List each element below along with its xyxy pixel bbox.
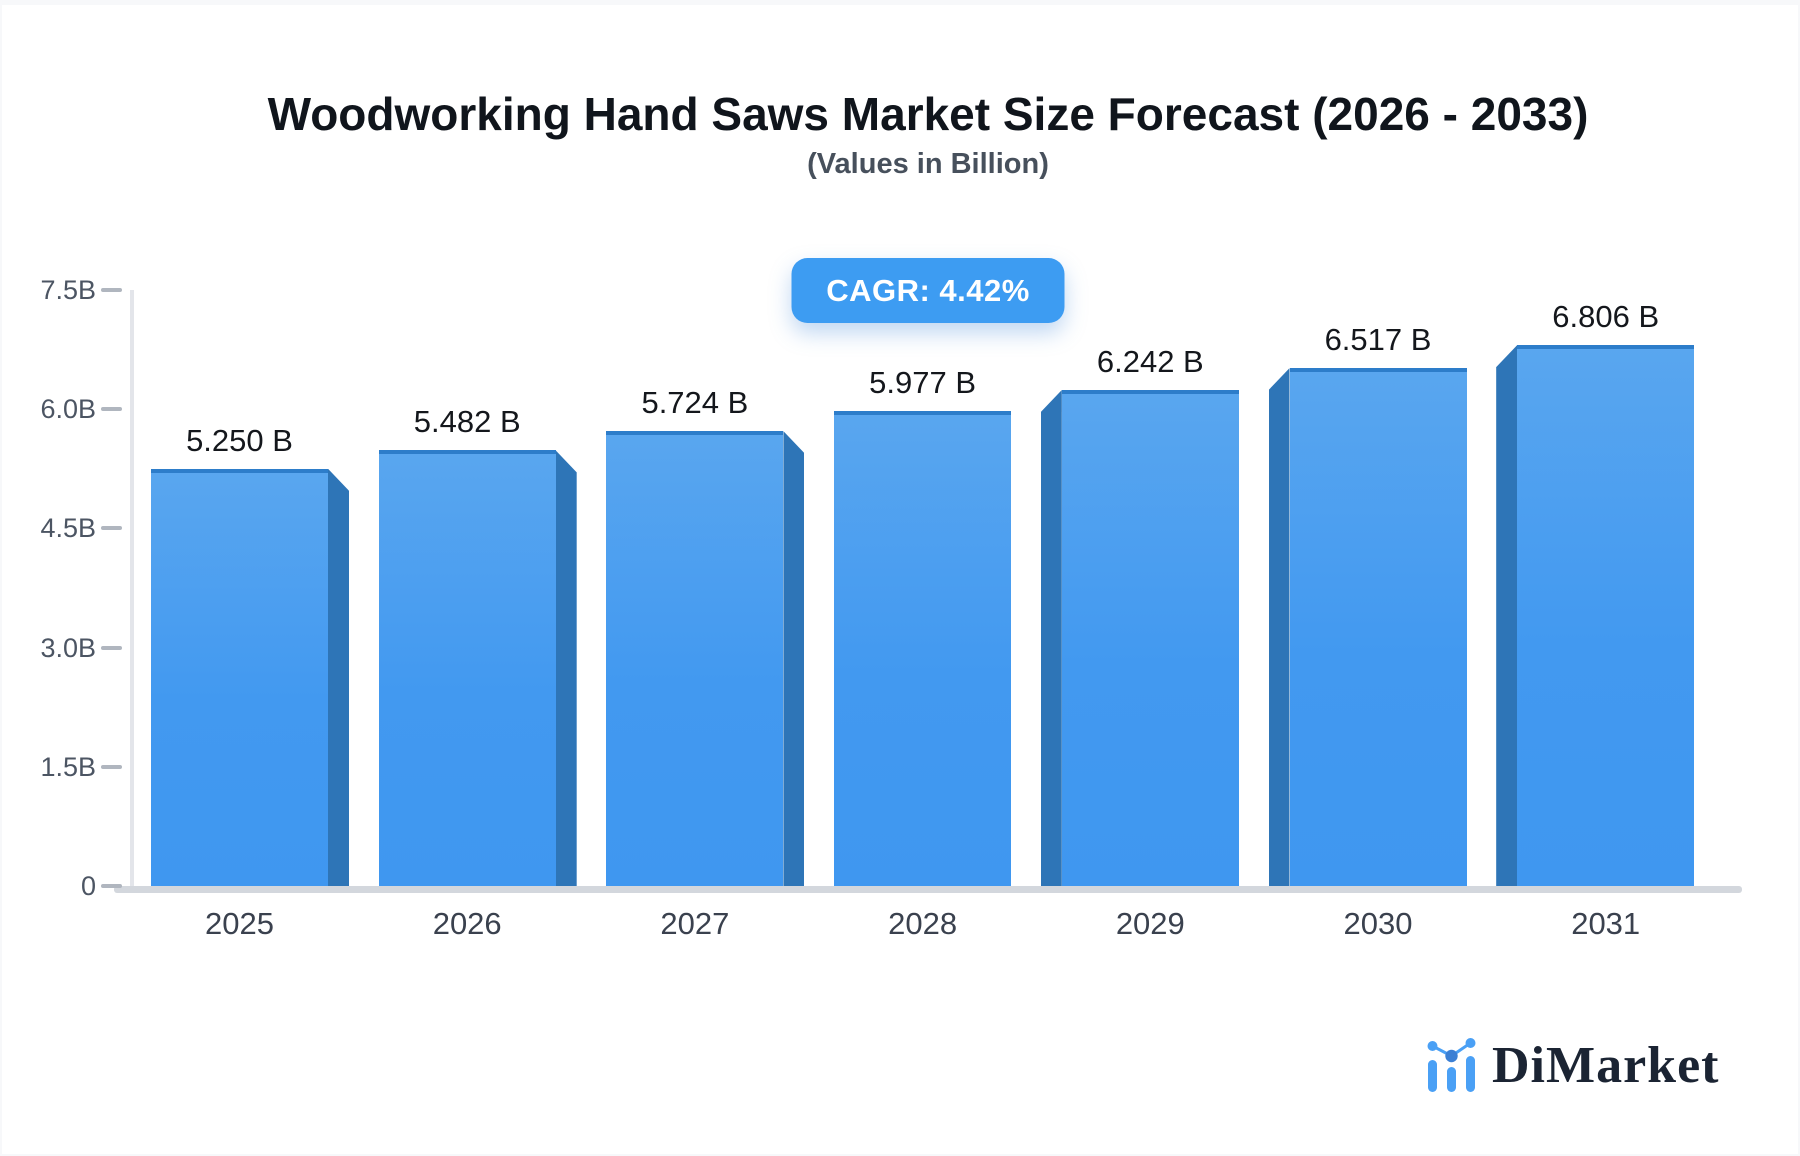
y-axis-tick — [101, 407, 122, 412]
brand-name: DiMarket — [1492, 1037, 1720, 1094]
bar-side-2027 — [783, 431, 805, 886]
bar-side-2025 — [328, 468, 349, 886]
x-axis-label-2030: 2030 — [1343, 906, 1413, 941]
x-axis-label-2029: 2029 — [1115, 906, 1185, 941]
x-axis-label-2031: 2031 — [1571, 906, 1641, 941]
bar-2027 — [606, 431, 784, 886]
cagr-badge-label: CAGR: 4.42% — [826, 272, 1030, 308]
bar-value-label-2031: 6.806 B — [1552, 299, 1660, 335]
brand-logo: DiMarket — [1424, 1036, 1719, 1096]
x-axis-label-2025: 2025 — [205, 906, 274, 941]
bar-value-label-2025: 5.250 B — [186, 422, 293, 458]
x-axis-label-2027: 2027 — [660, 906, 730, 941]
x-axis-line — [114, 886, 1742, 893]
y-axis-tick — [101, 526, 122, 531]
y-axis-label: 6.0B — [40, 394, 96, 425]
cagr-badge: CAGR: 4.42% — [791, 258, 1065, 323]
bar-2031 — [1517, 345, 1695, 886]
bar-2030 — [1289, 368, 1467, 886]
bar-value-label-2029: 6.242 B — [1096, 343, 1204, 379]
chart-subtitle: (Values in Billion) — [807, 148, 1049, 180]
bar-side-2029 — [1040, 389, 1062, 886]
y-axis-label: 7.5B — [40, 275, 96, 305]
bar-side-2026 — [555, 450, 577, 886]
bar-2025 — [151, 468, 328, 886]
chart-title: Woodworking Hand Saws Market Size Foreca… — [267, 88, 1589, 140]
y-axis-label: 4.5B — [40, 513, 96, 544]
bar-2028 — [834, 411, 1012, 886]
card-top-edge — [0, 0, 1800, 5]
bar-value-label-2028: 5.977 B — [869, 365, 977, 401]
y-axis-tick — [101, 764, 122, 769]
y-axis-label: 1.5B — [40, 751, 96, 782]
y-axis-tick — [101, 884, 122, 888]
bar-2029 — [1061, 389, 1239, 886]
mini-bar-line-chart-icon — [1427, 1038, 1476, 1092]
x-axis-label-2026: 2026 — [432, 906, 502, 941]
y-axis-line — [130, 290, 134, 886]
bar-side-2031 — [1496, 345, 1518, 886]
x-axis-label-2028: 2028 — [888, 906, 958, 941]
bar-value-label-2027: 5.724 B — [641, 385, 749, 421]
bar-value-label-2030: 6.517 B — [1324, 322, 1432, 358]
y-axis-label: 0 — [80, 871, 96, 901]
bar-2026 — [378, 450, 556, 886]
y-axis-tick — [101, 288, 122, 292]
bar-side-2030 — [1268, 368, 1290, 886]
bar-value-label-2026: 5.482 B — [413, 404, 521, 440]
y-axis-label: 3.0B — [40, 632, 96, 663]
y-axis-tick — [101, 645, 122, 650]
